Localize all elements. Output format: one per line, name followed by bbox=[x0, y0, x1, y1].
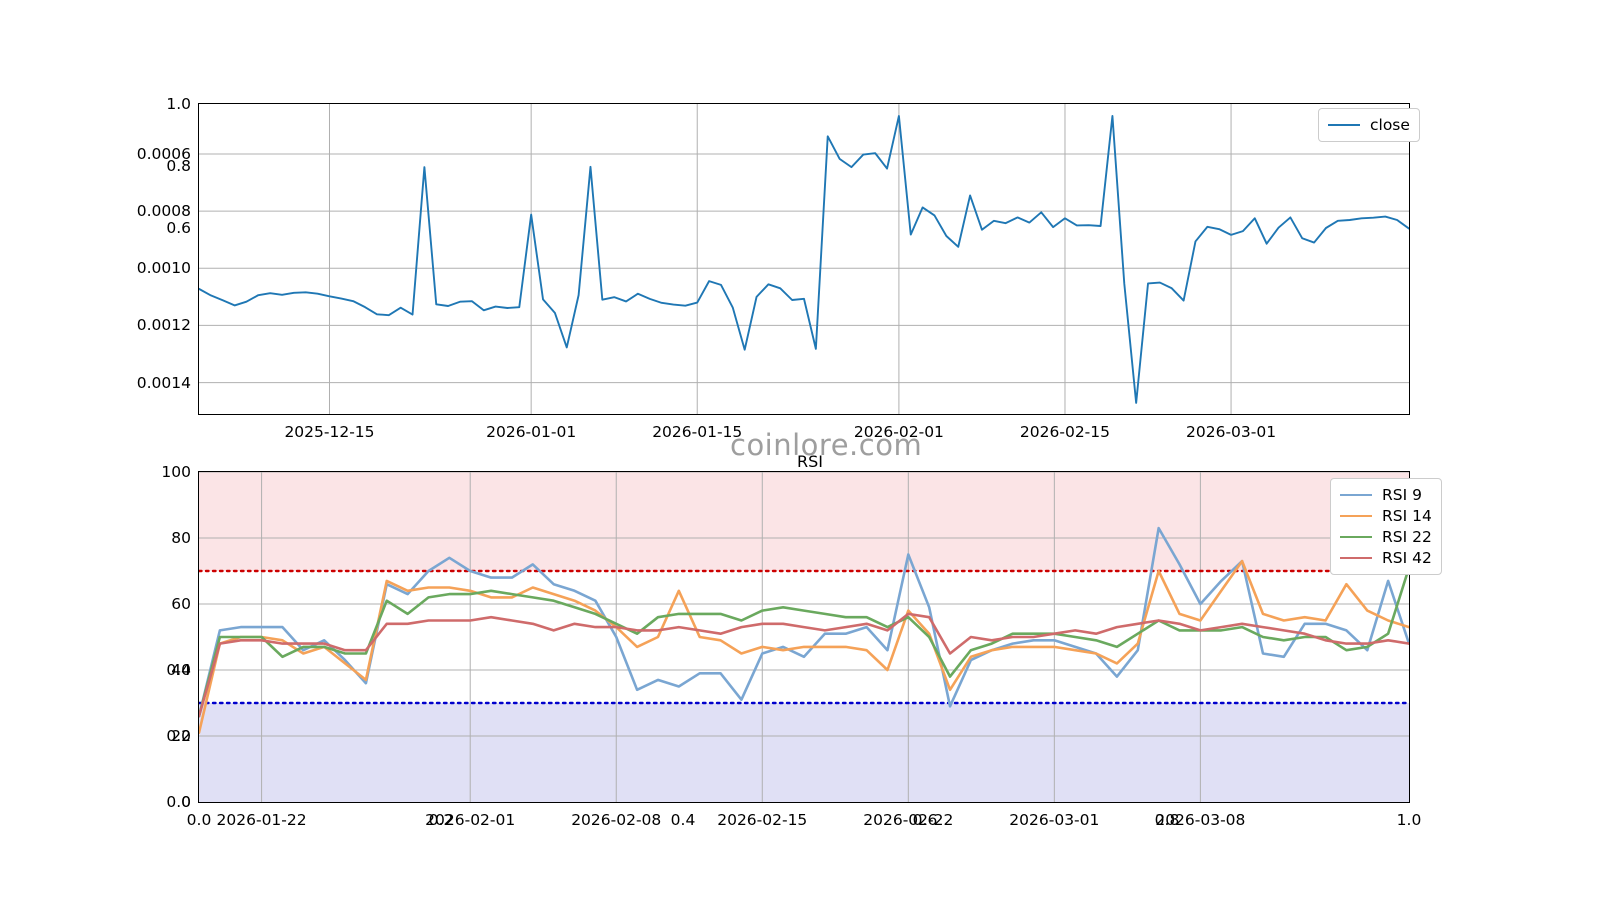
legend-entry[interactable]: RSI 14 bbox=[1340, 505, 1432, 526]
legend-swatch-line bbox=[1340, 556, 1372, 559]
legend-swatch-line bbox=[1340, 493, 1372, 496]
axis-tick-label: 0.4 bbox=[670, 811, 696, 829]
axis-tick-label: 100 bbox=[161, 463, 191, 481]
price-line-svg bbox=[199, 104, 1409, 414]
axis-tick-label: 2026-02-08 bbox=[571, 811, 662, 829]
axis-tick-label: 1.0 bbox=[166, 95, 191, 113]
axis-tick-label: 2026-02-22 bbox=[863, 811, 954, 829]
axis-tick-label: 0.0008 bbox=[136, 202, 191, 221]
axis-tick-label: 0.4 bbox=[166, 661, 191, 679]
legend-swatch-line bbox=[1340, 535, 1372, 538]
price-legend[interactable]: close bbox=[1318, 108, 1420, 142]
axis-tick-label: 0.6 bbox=[166, 219, 191, 237]
legend-entry[interactable]: RSI 22 bbox=[1340, 526, 1432, 547]
axis-tick-label: 2026-02-15 bbox=[1019, 423, 1111, 441]
legend-swatch-line bbox=[1328, 123, 1360, 126]
axis-tick-label: 2026-02-01 bbox=[853, 423, 944, 441]
axis-tick-label: 0.0010 bbox=[136, 259, 191, 278]
rsi-legend[interactable]: RSI 9 RSI 14 RSI 22 RSI 42 bbox=[1330, 478, 1442, 575]
axis-tick-label: 2026-03-01 bbox=[1009, 811, 1100, 829]
axis-tick-label: 2026-03-01 bbox=[1186, 423, 1277, 441]
axis-tick-label: 2026-02-15 bbox=[717, 811, 808, 829]
axis-tick-label: 0.8 bbox=[166, 157, 191, 175]
axis-tick-label: 2026-03-08 bbox=[1155, 811, 1246, 829]
axis-tick-label: 2026-01-15 bbox=[652, 423, 743, 441]
axis-tick-label: 2025-12-15 bbox=[284, 423, 375, 441]
axis-tick-label: 0.0012 bbox=[136, 316, 191, 335]
axis-tick-label: 0.2 bbox=[166, 727, 191, 745]
legend-label: RSI 14 bbox=[1382, 506, 1432, 525]
axis-tick-label: 80 bbox=[171, 529, 191, 547]
axis-tick-label: 2026-01-01 bbox=[486, 423, 577, 441]
axis-tick-label: 0.8 bbox=[1154, 811, 1180, 829]
axis-tick-label: 2026-02-01 bbox=[425, 811, 516, 829]
axis-tick-label: 0.2 bbox=[428, 811, 454, 829]
legend-entry[interactable]: close bbox=[1328, 114, 1410, 135]
legend-label: RSI 22 bbox=[1382, 527, 1432, 546]
legend-label: RSI 9 bbox=[1382, 485, 1422, 504]
watermark-text: coinlore.com bbox=[730, 428, 923, 462]
rsi-line-svg bbox=[199, 472, 1409, 802]
axis-tick-label: 0 bbox=[181, 793, 191, 811]
axis-tick-label: 20 bbox=[171, 727, 191, 745]
rsi-panel-title: RSI bbox=[797, 452, 823, 471]
legend-entry[interactable]: RSI 9 bbox=[1340, 484, 1432, 505]
axis-tick-label: 60 bbox=[171, 595, 191, 613]
price-plot-area bbox=[198, 103, 1410, 415]
axis-tick-label: 1.0 bbox=[1396, 811, 1422, 829]
axis-tick-label: 0.0014 bbox=[136, 373, 191, 392]
rsi-plot-area bbox=[198, 471, 1410, 803]
axis-tick-label: 0.0 bbox=[166, 793, 191, 811]
legend-entry[interactable]: RSI 42 bbox=[1340, 547, 1432, 568]
axis-tick-label: 0.0 bbox=[186, 811, 212, 829]
legend-label: RSI 42 bbox=[1382, 548, 1432, 567]
axis-tick-label: 0.0006 bbox=[136, 145, 191, 163]
axis-tick-label: 2026-01-22 bbox=[216, 811, 307, 829]
axis-tick-label: 0.6 bbox=[912, 811, 938, 829]
axis-tick-label: 40 bbox=[171, 661, 191, 679]
legend-swatch-line bbox=[1340, 514, 1372, 517]
legend-label: close bbox=[1370, 115, 1410, 134]
